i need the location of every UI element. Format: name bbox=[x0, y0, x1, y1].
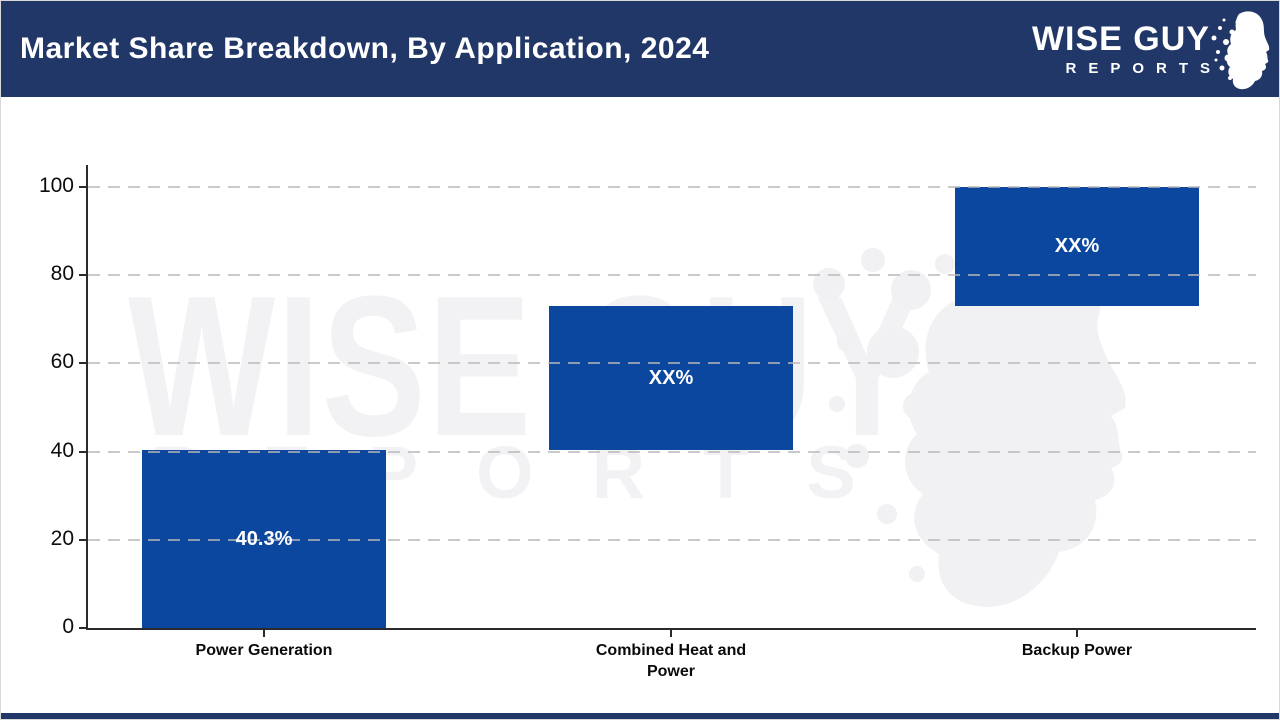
gridline-60 bbox=[88, 362, 1256, 365]
y-axis-label-20: 20 bbox=[50, 526, 74, 550]
page-title: Market Share Breakdown, By Application, … bbox=[20, 31, 710, 65]
x-axis-category-label-power-generation: Power Generation bbox=[195, 642, 333, 659]
header: Market Share Breakdown, By Application, … bbox=[0, 0, 1280, 97]
x-axis-tick-backup-power bbox=[1076, 630, 1078, 637]
y-axis-label-40: 40 bbox=[50, 438, 74, 462]
bar-value-label-backup-power: XX% bbox=[1054, 235, 1100, 258]
bar-value-label-power-generation: 40.3% bbox=[235, 527, 293, 550]
y-axis-label-100: 100 bbox=[38, 174, 74, 197]
gridline-40 bbox=[88, 450, 1256, 453]
y-axis-tick-20 bbox=[79, 538, 86, 541]
y-axis-line bbox=[86, 164, 88, 630]
footer-bar bbox=[0, 713, 1280, 720]
brand-logo-sub: REPORTS bbox=[1065, 59, 1222, 77]
x-axis-tick-power-generation bbox=[263, 630, 265, 637]
bar-combined-heat-and-power bbox=[549, 306, 793, 451]
gridline-80 bbox=[88, 274, 1256, 277]
x-axis-category-label-combined-heat-and-power: Combined Heat and Power bbox=[595, 642, 747, 680]
gridline-20 bbox=[88, 538, 1256, 541]
y-axis-label-60: 60 bbox=[50, 350, 74, 374]
brand-logo: WISE GUY REPORTS bbox=[1031, 20, 1210, 76]
y-axis-tick-60 bbox=[79, 362, 86, 365]
gridline-100 bbox=[88, 186, 1256, 188]
y-axis-tick-100 bbox=[79, 186, 86, 188]
bar-backup-power bbox=[955, 187, 1199, 307]
brand-logo-name: WISE GUY bbox=[1031, 20, 1210, 58]
y-axis-tick-80 bbox=[79, 274, 86, 277]
watermark-face-logo bbox=[813, 228, 1126, 607]
bar-value-label-combined-heat-and-power: XX% bbox=[648, 366, 694, 389]
x-axis-line bbox=[86, 628, 1256, 630]
brand-face-icon bbox=[1211, 11, 1270, 90]
y-axis-tick-0 bbox=[79, 627, 86, 629]
y-axis-tick-40 bbox=[79, 450, 86, 453]
x-axis-tick-combined-heat-and-power bbox=[670, 630, 672, 637]
y-axis-label-80: 80 bbox=[50, 262, 74, 286]
y-axis-label-0: 0 bbox=[62, 615, 74, 638]
x-axis-category-label-backup-power: Backup Power bbox=[1021, 642, 1133, 659]
